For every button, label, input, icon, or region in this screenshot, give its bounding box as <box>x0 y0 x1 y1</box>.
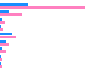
Bar <box>0 13 22 16</box>
Bar <box>0 62 1 65</box>
Bar <box>0 18 2 21</box>
Bar <box>0 28 3 31</box>
Bar <box>0 47 2 50</box>
Bar <box>0 50 6 53</box>
Bar <box>0 10 9 13</box>
Bar <box>0 36 16 38</box>
Bar <box>0 58 2 61</box>
Bar <box>0 55 1 58</box>
Bar <box>0 40 6 43</box>
Bar <box>0 43 9 46</box>
Bar <box>0 25 1 28</box>
Bar <box>0 65 2 68</box>
Bar <box>0 21 5 24</box>
Bar <box>0 3 28 6</box>
Bar <box>0 6 85 9</box>
Bar <box>0 33 12 35</box>
